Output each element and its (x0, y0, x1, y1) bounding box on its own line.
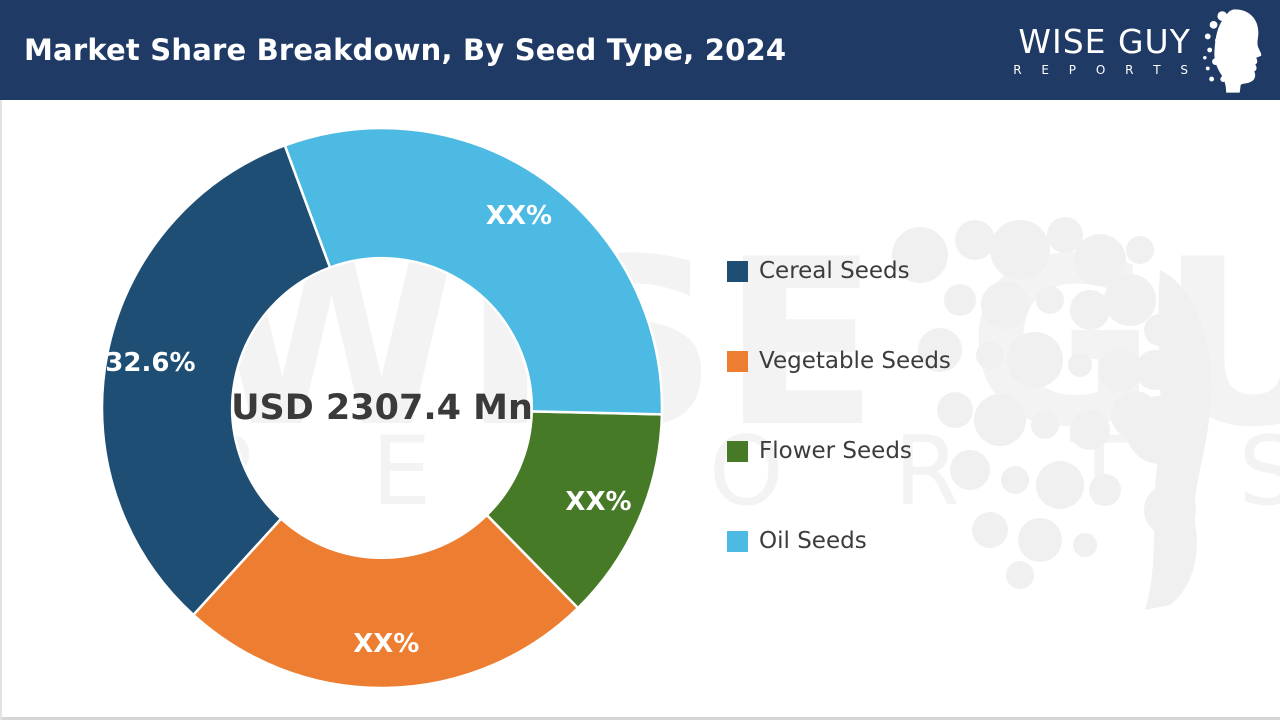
segment-label-flower-seeds: XX% (565, 487, 631, 517)
logo-face-icon (1203, 9, 1262, 93)
legend-swatch-icon (727, 440, 748, 462)
donut-segment-vegetable-seeds (192, 513, 580, 690)
legend-swatch-icon (727, 350, 748, 372)
legend-item-vegetable-seeds: Vegetable Seeds (727, 347, 951, 375)
legend-label: Flower Seeds (759, 438, 912, 464)
legend-swatch-icon (727, 530, 748, 552)
donut-segment-oil-seeds (283, 126, 664, 416)
chart-legend: Cereal Seeds Vegetable Seeds Flower Seeds O… (727, 257, 951, 555)
legend-label: Oil Seeds (759, 528, 867, 554)
page-border-bottom (0, 717, 1280, 720)
page-title: Market Share Breakdown, By Seed Type, 20… (24, 33, 787, 67)
donut-segment-cereal-seeds (100, 144, 332, 617)
donut-chart: 32.6% XX% XX% XX% (100, 126, 664, 690)
header: Market Share Breakdown, By Seed Type, 20… (0, 0, 1280, 100)
legend-swatch-icon (727, 260, 748, 282)
legend-item-cereal-seeds: Cereal Seeds (727, 257, 951, 285)
wiseguy-logo: WISE GUY R E P O R T S (1013, 7, 1262, 93)
segment-label-oil-seeds: XX% (486, 201, 552, 231)
logo-text: WISE GUY R E P O R T S (1013, 25, 1196, 76)
page-border-left (0, 100, 2, 720)
segment-label-cereal-seeds: 32.6% (105, 348, 195, 378)
logo-subtext: R E P O R T S (1013, 62, 1196, 77)
legend-item-oil-seeds: Oil Seeds (727, 527, 951, 555)
chart-center-value: USD 2307.4 Mn (231, 388, 533, 428)
legend-item-flower-seeds: Flower Seeds (727, 437, 951, 465)
legend-label: Vegetable Seeds (759, 348, 951, 374)
logo-wordmark: WISE GUY (1018, 21, 1191, 61)
segment-label-vegetable-seeds: XX% (353, 629, 419, 659)
legend-label: Cereal Seeds (759, 258, 910, 284)
